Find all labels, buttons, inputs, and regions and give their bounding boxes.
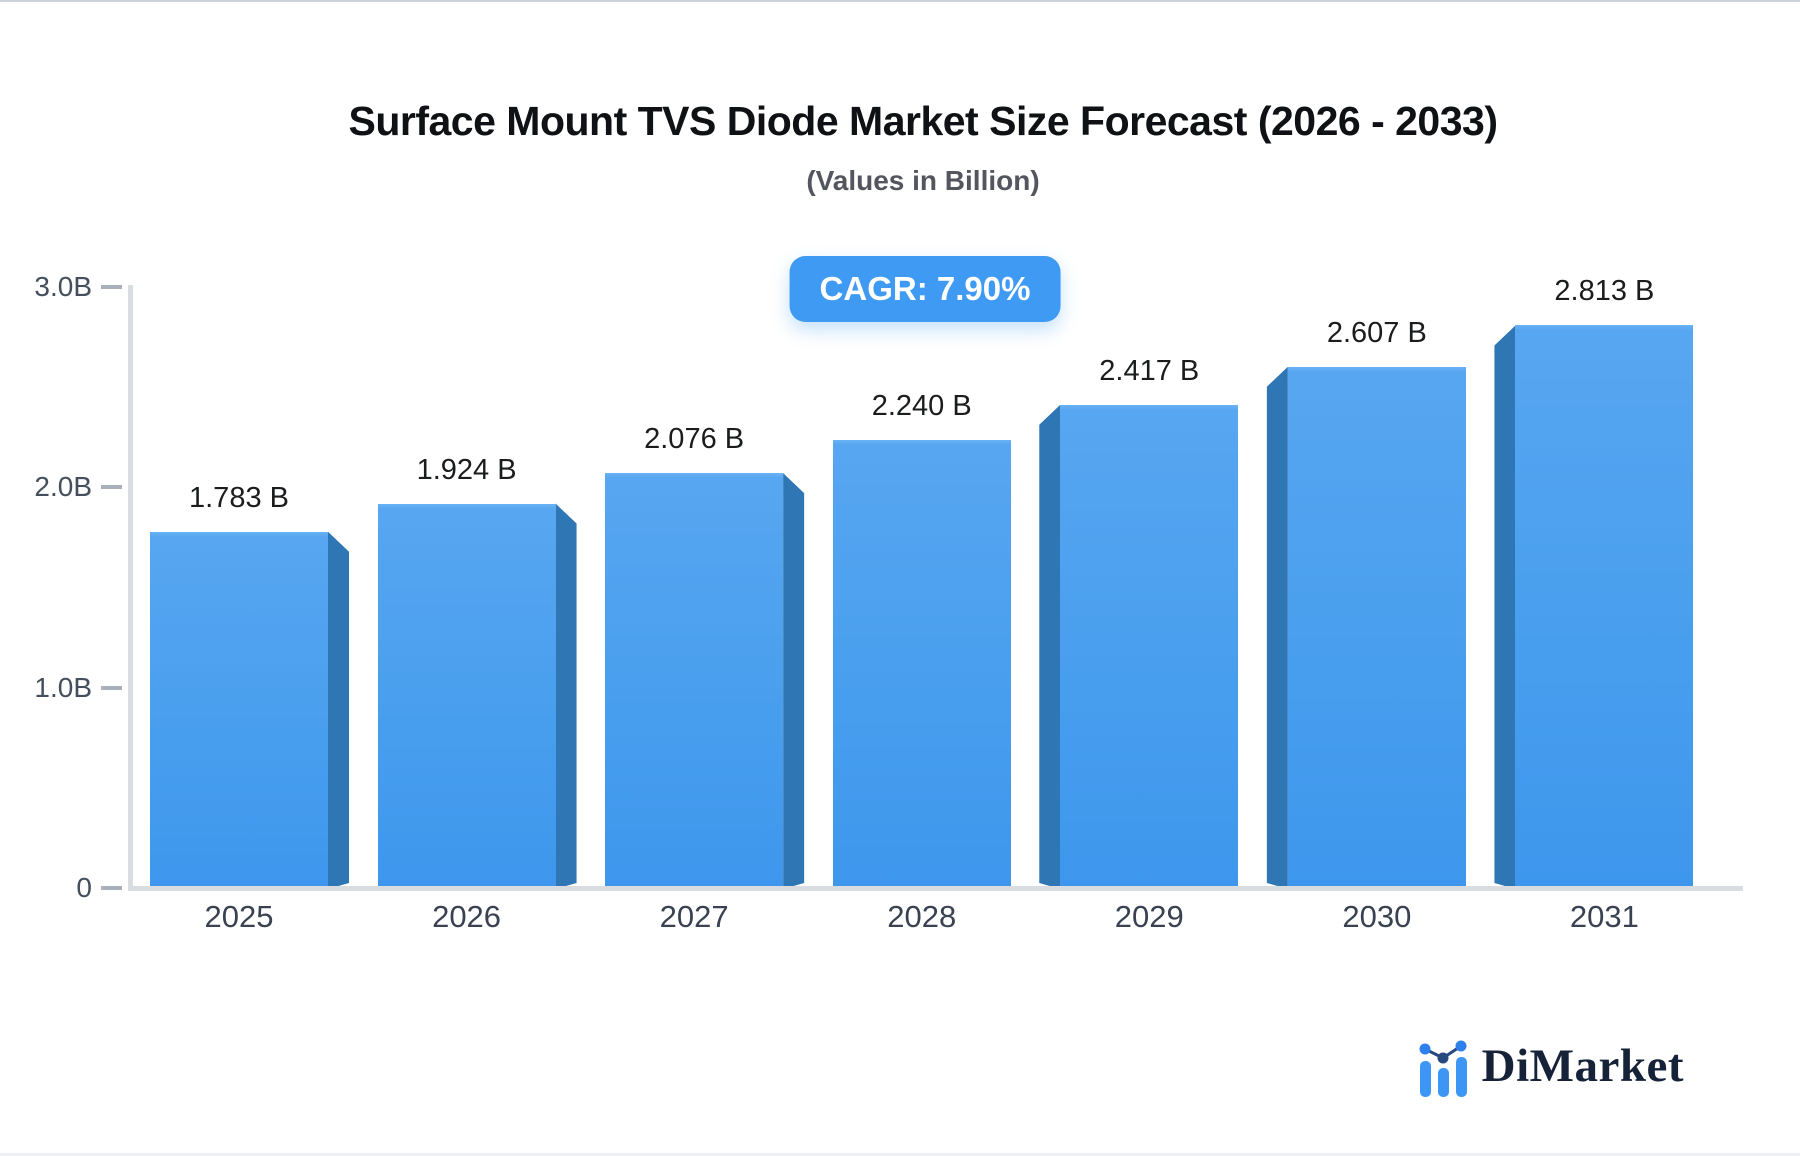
bar-value-label: 2.076 B [644,423,745,456]
bar-value-label: 2.607 B [1326,316,1427,349]
x-axis-label: 2030 [1342,899,1412,934]
y-tick-label: 2.0B [34,471,92,503]
y-tick-dash [101,685,122,690]
bar-value-label: 1.783 B [189,481,289,514]
x-axis-label: 2026 [432,899,502,934]
x-axis-label: 2029 [1114,899,1184,934]
bar-2029 [1060,404,1239,889]
chart-subtitle: (Values in Billion) [806,165,1040,196]
bar-value-label: 1.924 B [416,453,517,486]
x-axis-label: 2027 [659,899,729,934]
bar-side-2025 [328,531,349,889]
brand-name: DiMarket [1481,1040,1684,1092]
bar-side-2026 [555,503,577,889]
bar-2025 [150,531,328,889]
bar-chart-logo-icon [1419,1040,1467,1097]
y-tick-dash [101,285,122,289]
cagr-badge: CAGR: 7.90% [789,256,1061,322]
bar-2030 [1287,366,1466,889]
bar-2031 [1515,325,1694,889]
y-tick-label: 3.0B [34,271,92,302]
bar-side-2030 [1266,366,1288,890]
bar-value-label: 2.417 B [1099,354,1200,387]
x-axis-label: 2028 [887,899,957,934]
bar-value-label: 2.240 B [871,390,972,423]
x-axis-label: 2025 [204,899,274,934]
bar-2026 [377,503,556,889]
bar-2028 [832,440,1011,889]
bar-2027 [605,473,784,889]
y-tick-label: 0 [76,872,92,903]
brand-logo: DiMarket [1418,1040,1684,1098]
bar-side-2029 [1039,404,1061,889]
x-axis-line [128,886,1743,891]
y-tick-label: 1.0B [34,671,92,703]
y-tick-dash [101,886,122,890]
bar-side-2027 [783,473,805,889]
bar-value-label: 2.813 B [1554,275,1655,308]
x-axis-label: 2031 [1569,899,1639,934]
y-axis-line [128,285,133,891]
bar-side-2031 [1494,325,1516,889]
chart-title: Surface Mount TVS Diode Market Size Fore… [348,98,1499,144]
y-tick-dash [101,485,122,490]
